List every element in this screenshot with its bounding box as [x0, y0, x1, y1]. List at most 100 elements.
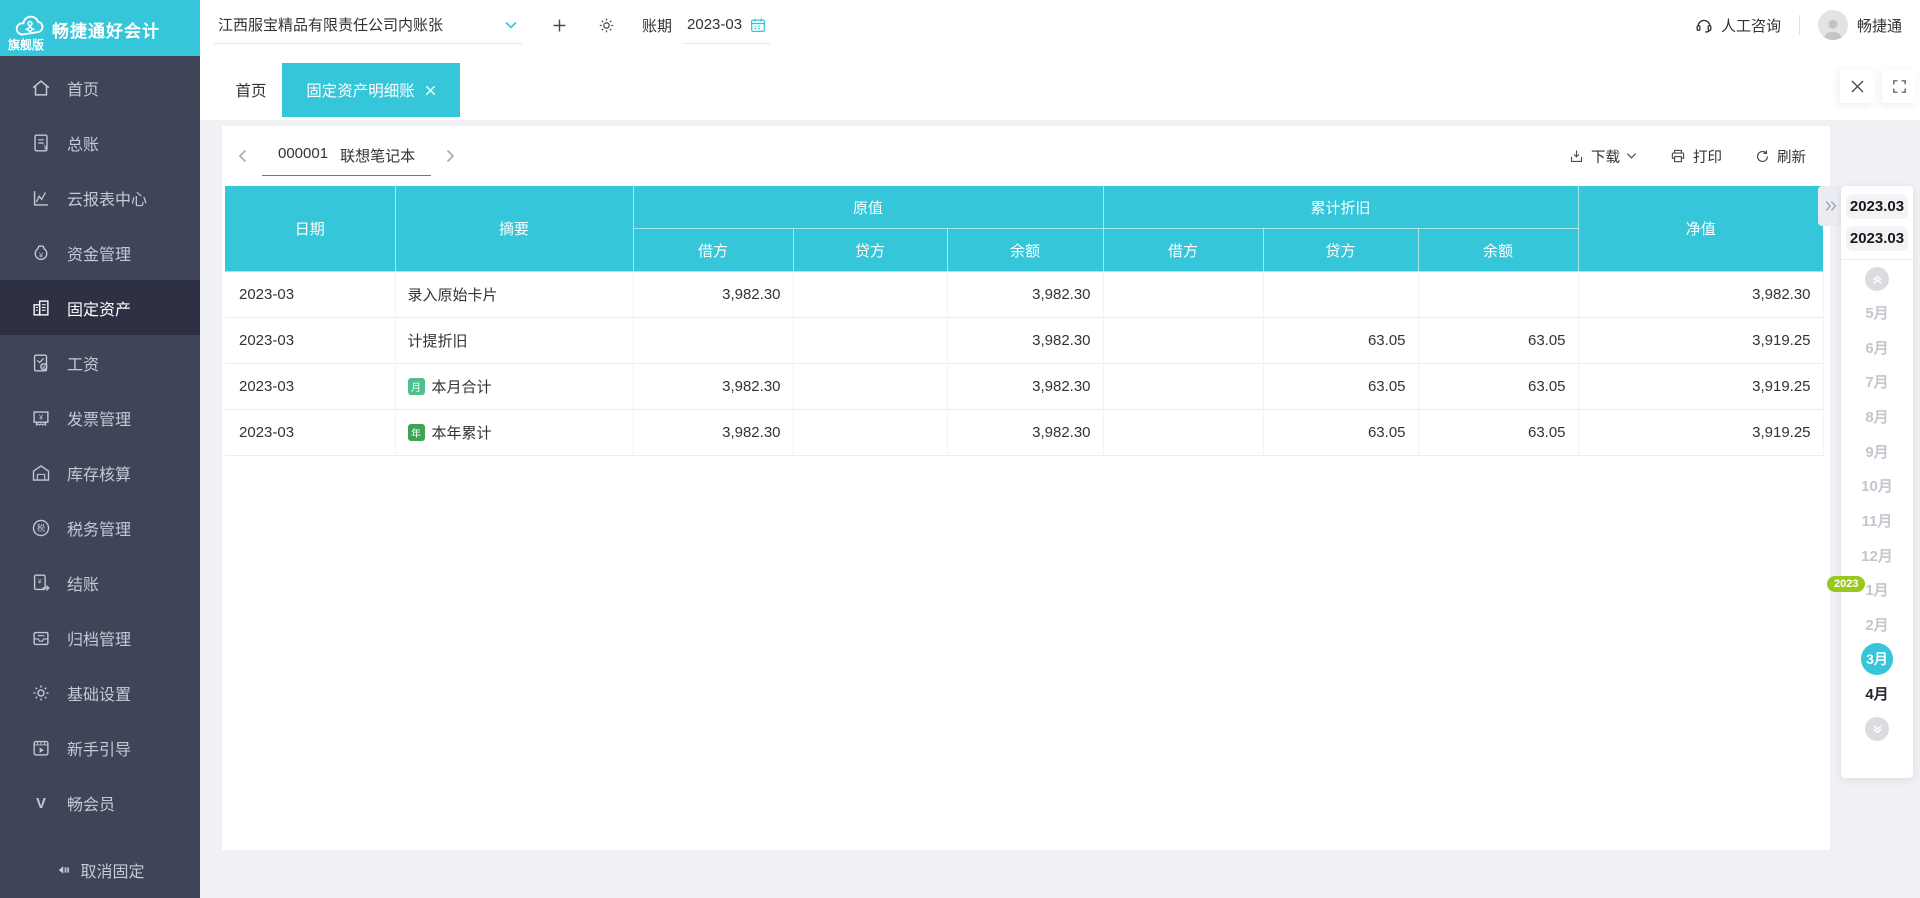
calendar-icon: [749, 16, 767, 34]
table-row[interactable]: 2023-03 录入原始卡片 3,982.30 3,982.30 3,982.30: [225, 271, 1824, 318]
member-icon: V: [30, 792, 52, 814]
sidebar-item-closing[interactable]: ¥ 结账: [0, 555, 200, 610]
company-select[interactable]: 江西服宝精品有限责任公司内账张: [214, 7, 522, 44]
cell-date: 2023-03: [225, 363, 396, 410]
cell-summary: 录入原始卡片: [395, 271, 634, 318]
month-item-10月[interactable]: 10月: [1861, 478, 1893, 496]
month-item-7月[interactable]: 7月: [1865, 374, 1889, 392]
tab-close-icon[interactable]: [425, 85, 436, 96]
sidebar-item-tax[interactable]: 税 税务管理: [0, 500, 200, 555]
topbar: 江西服宝精品有限责任公司内账张 账期 2023-03 人工咨询 畅捷通: [200, 0, 1920, 51]
tab-home[interactable]: 首页: [235, 83, 267, 100]
fullscreen-icon[interactable]: [1882, 69, 1916, 103]
table-row[interactable]: 2023-03 计提折旧 3,982.30 63.05 63.05 3,919.25: [225, 317, 1824, 364]
inventory-icon: [30, 462, 52, 484]
cell-depreciation-credit: 63.05: [1263, 317, 1419, 364]
sidebar-item-label: 畅会员: [67, 796, 116, 814]
unpin-sidebar-button[interactable]: 取消固定: [0, 850, 200, 890]
collapse-month-panel-button[interactable]: [1818, 186, 1844, 226]
year-total-icon: 年: [407, 424, 425, 441]
sidebar-item-label: 发票管理: [67, 411, 132, 429]
month-total-icon: 月: [407, 378, 425, 395]
unpin-label: 取消固定: [80, 864, 145, 881]
archive-icon: [30, 627, 52, 649]
month-item-8月[interactable]: 8月: [1865, 408, 1889, 426]
cell-depreciation-balance: [1418, 271, 1579, 318]
svg-text:税: 税: [37, 522, 45, 532]
cell-original-credit: [793, 363, 948, 410]
period-chip-start[interactable]: 2023.03: [1846, 194, 1908, 219]
user-menu[interactable]: 畅捷通: [1817, 10, 1902, 40]
tab-fixed-asset-ledger[interactable]: 固定资产明细账: [282, 63, 460, 117]
download-button[interactable]: 下载: [1568, 146, 1637, 167]
app-edition: 旗舰版: [8, 38, 45, 52]
month-item-4月[interactable]: 4月: [1865, 686, 1889, 704]
cell-date: 2023-03: [225, 271, 396, 318]
svg-text:V: V: [36, 796, 46, 812]
sidebar-item-inventory[interactable]: 库存核算: [0, 445, 200, 500]
download-caret-icon: [1626, 152, 1637, 160]
scroll-months-up-icon[interactable]: [1865, 267, 1889, 291]
month-item-11月[interactable]: 11月: [1861, 512, 1893, 530]
tax-icon: 税: [30, 517, 52, 539]
cell-original-balance: 3,982.30: [947, 271, 1104, 318]
fixed-assets-icon: [30, 297, 52, 319]
col-date: 日期: [225, 186, 396, 272]
prev-asset-icon[interactable]: [236, 148, 250, 164]
sidebar-item-money-bag[interactable]: ¥ 资金管理: [0, 225, 200, 280]
cell-original-credit: [793, 317, 948, 364]
col-accumulated-depreciation: 累计折旧: [1102, 186, 1579, 229]
sidebar-item-report-chart[interactable]: 云报表中心: [0, 170, 200, 225]
sidebar-item-archive[interactable]: 归档管理: [0, 610, 200, 665]
period-chip-end[interactable]: 2023.03: [1846, 226, 1908, 251]
sidebar-item-label: 首页: [67, 81, 100, 99]
account-settings-gear-icon[interactable]: [597, 16, 616, 35]
sidebar-item-salary[interactable]: ¥ 工资: [0, 335, 200, 390]
cell-depreciation-debit: [1103, 271, 1264, 318]
cloud-logo-icon: [13, 12, 47, 40]
cell-depreciation-balance: 63.05: [1418, 317, 1579, 364]
sidebar-item-invoice[interactable]: ¥ 发票管理: [0, 390, 200, 445]
sidebar-item-guide[interactable]: 新手引导: [0, 720, 200, 775]
add-account-button[interactable]: [550, 16, 569, 35]
month-item-2月[interactable]: 2月: [1865, 616, 1889, 634]
table-row[interactable]: 2023-03 年本年累计 3,982.30 3,982.30 63.05 63.05 3,…: [225, 409, 1824, 456]
sidebar-item-ledger[interactable]: ¥ 总账: [0, 115, 200, 170]
col-ad-credit: 贷方: [1262, 228, 1419, 272]
sidebar: 畅捷通好会计 旗舰版 首页 ¥ 总账 云报表中心 ¥ 资金管理 固定资产 ¥ 工资 ¥ 发票管理 库存…: [0, 0, 200, 898]
month-item-6月[interactable]: 6月: [1865, 339, 1889, 357]
tab-bar: 首页 固定资产明细账: [200, 50, 1920, 120]
svg-text:¥: ¥: [39, 412, 44, 421]
refresh-button[interactable]: 刷新: [1754, 146, 1806, 167]
sidebar-item-settings[interactable]: 基础设置: [0, 665, 200, 720]
period-month-panel: 2023.03 2023.03 5月 6月 7月 8月 9月 10月 11月 12月 1月 2月 3…: [1827, 186, 1913, 778]
sidebar-item-label: 总账: [67, 136, 100, 154]
app-logo: 畅捷通好会计 旗舰版: [0, 0, 200, 56]
sidebar-item-fixed-assets[interactable]: 固定资产: [0, 280, 200, 335]
sidebar-item-home[interactable]: 首页: [0, 60, 200, 115]
col-summary: 摘要: [394, 186, 634, 272]
invoice-icon: ¥: [30, 407, 52, 429]
period-selector[interactable]: 2023-03: [684, 7, 771, 44]
print-button[interactable]: 打印: [1669, 146, 1722, 167]
panel-divider: [1841, 259, 1913, 260]
asset-selector[interactable]: 000001 联想笔记本: [262, 137, 432, 176]
month-item-5月[interactable]: 5月: [1865, 304, 1889, 322]
month-item-3月[interactable]: 3月: [1841, 642, 1913, 677]
support-button[interactable]: 人工咨询: [1694, 15, 1781, 36]
month-item-1月[interactable]: 1月: [1865, 582, 1889, 600]
sidebar-item-label: 固定资产: [67, 301, 132, 319]
table-row[interactable]: 2023-03 月本月合计 3,982.30 3,982.30 63.05 63.05 3,…: [225, 363, 1824, 410]
month-item-9月[interactable]: 9月: [1865, 443, 1889, 461]
close-all-tabs-icon[interactable]: [1840, 69, 1874, 103]
sidebar-item-member[interactable]: V 畅会员: [0, 775, 200, 830]
salary-icon: ¥: [30, 352, 52, 374]
refresh-label: 刷新: [1777, 149, 1806, 166]
month-item-12月[interactable]: 12月: [1861, 547, 1893, 565]
print-label: 打印: [1693, 149, 1722, 166]
home-icon: [30, 77, 52, 99]
closing-icon: ¥: [30, 572, 52, 594]
cell-original-balance: 3,982.30: [947, 317, 1104, 364]
next-asset-icon[interactable]: [443, 148, 457, 164]
scroll-months-down-icon[interactable]: [1865, 717, 1889, 741]
